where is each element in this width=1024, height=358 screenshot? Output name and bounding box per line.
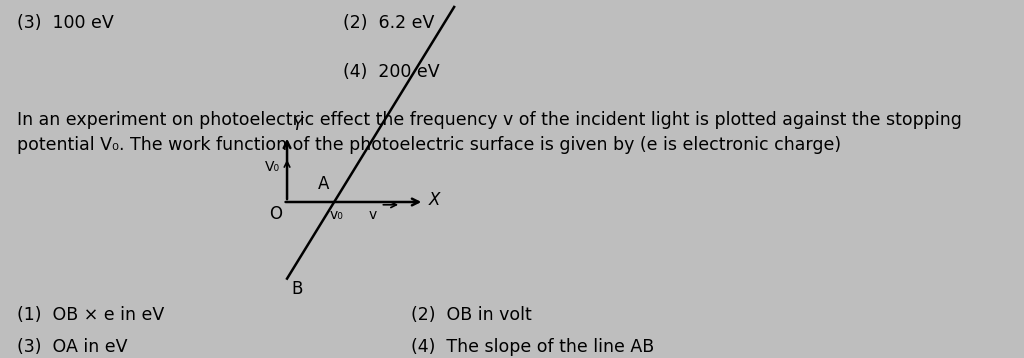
Text: Y: Y	[293, 116, 303, 134]
Text: B: B	[292, 280, 303, 298]
Text: In an experiment on photoelectric effect the frequency v of the incident light i: In an experiment on photoelectric effect…	[17, 111, 962, 154]
Text: (2)  6.2 eV: (2) 6.2 eV	[343, 14, 434, 32]
Text: v: v	[369, 208, 377, 222]
Text: X: X	[428, 191, 439, 209]
Text: (4)  200 eV: (4) 200 eV	[343, 63, 439, 81]
Text: v₀: v₀	[330, 208, 344, 222]
Text: (1)  OB × e in eV: (1) OB × e in eV	[17, 306, 165, 324]
Text: (4)  The slope of the line AB: (4) The slope of the line AB	[412, 338, 654, 356]
Text: (3)  100 eV: (3) 100 eV	[17, 14, 114, 32]
Text: V₀: V₀	[265, 160, 281, 174]
Text: O: O	[269, 205, 282, 223]
Text: (3)  OA in eV: (3) OA in eV	[17, 338, 128, 356]
Text: (2)  OB in volt: (2) OB in volt	[412, 306, 532, 324]
Text: A: A	[318, 175, 330, 193]
